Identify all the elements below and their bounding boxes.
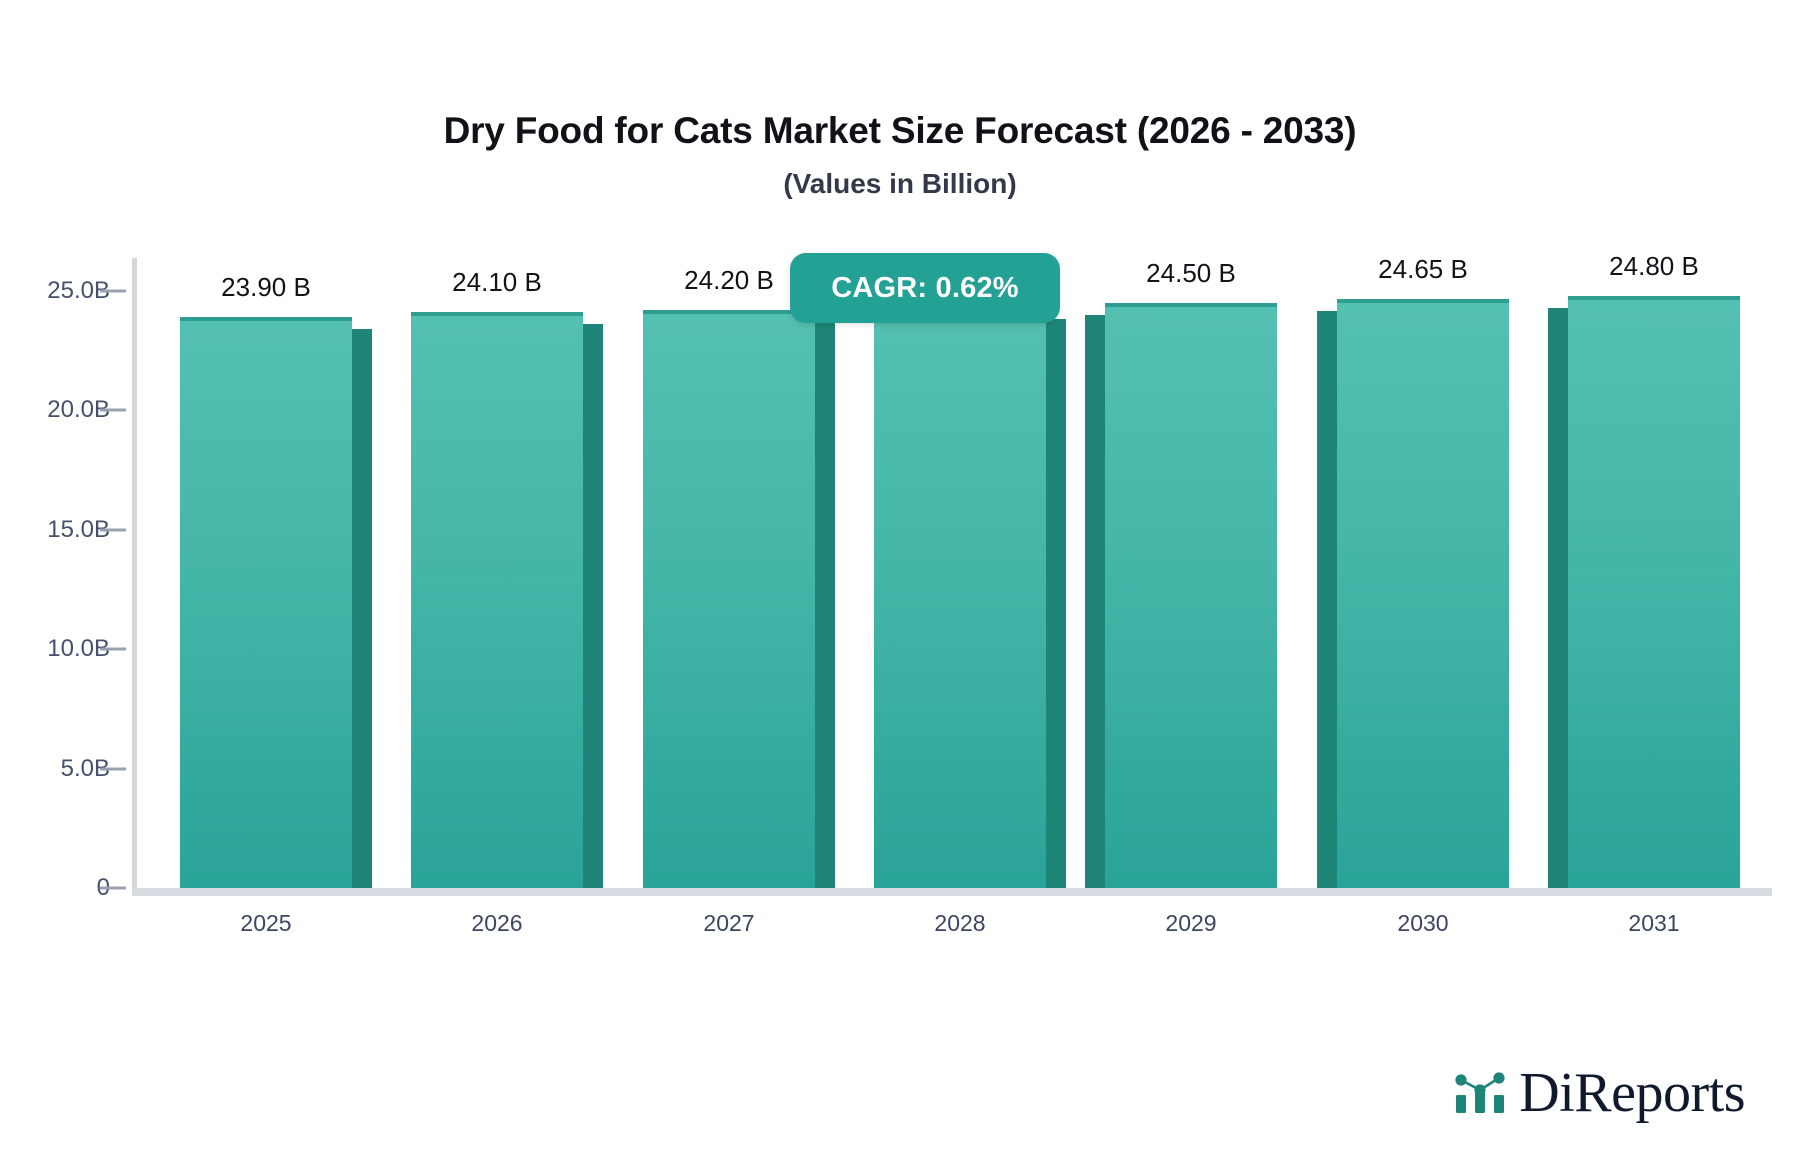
bar-top-edge <box>411 312 583 316</box>
bar-value-label-2031: 24.80 B <box>1609 251 1699 281</box>
bar-top-edge <box>1337 299 1509 303</box>
bar-3d-side <box>1317 311 1337 888</box>
y-axis-tick-4: 5.0B <box>60 754 110 782</box>
bar-top-edge <box>1105 303 1277 307</box>
bar-2031[interactable] <box>1548 296 1740 888</box>
x-axis-line <box>132 888 1772 896</box>
bar-body <box>180 317 352 888</box>
x-axis-label-2027: 2027 <box>703 910 755 936</box>
bar-2025[interactable] <box>180 317 372 888</box>
bar-3d-side <box>352 329 372 888</box>
bar-value-label-2026: 24.10 B <box>452 267 542 297</box>
y-axis-tick-0: 25.0B <box>47 277 110 304</box>
bar-body <box>643 310 815 888</box>
bar-body <box>411 312 583 888</box>
bar-3d-side <box>583 324 603 888</box>
bar-2030[interactable] <box>1317 299 1509 888</box>
x-axis-label-2029: 2029 <box>1165 910 1217 936</box>
x-axis-label-2030: 2030 <box>1397 910 1449 936</box>
x-axis-label-2026: 2026 <box>471 910 523 936</box>
bar-2027[interactable] <box>643 310 835 888</box>
bar-body <box>1105 303 1277 888</box>
bar-value-label-2027: 24.20 B <box>684 265 774 295</box>
y-axis-tick-mark-4 <box>100 767 126 771</box>
y-axis-tick-5: 0 <box>0 874 110 902</box>
bar-chart-dots-icon <box>1455 1072 1505 1113</box>
bar-body <box>1337 299 1509 888</box>
bar-value-label-2025: 23.90 B <box>221 272 311 302</box>
y-axis-tick-2: 15.0B <box>47 515 110 543</box>
bar-body <box>1568 296 1740 888</box>
y-axis-tick-1: 20.0B <box>47 396 110 424</box>
cagr-badge-label: CAGR: 0.62% <box>831 271 1019 304</box>
bar-2028[interactable] <box>874 307 1066 888</box>
bar-top-edge <box>1568 296 1740 300</box>
x-axis-label-2025: 2025 <box>240 910 292 936</box>
bar-body <box>874 307 1046 888</box>
y-axis-tick-mark-1 <box>100 408 126 412</box>
brand-logo-text: DiReports <box>1519 1062 1745 1124</box>
y-axis-tick-mark-2 <box>100 528 126 532</box>
bar-top-edge <box>180 317 352 321</box>
bar-2026[interactable] <box>411 312 603 888</box>
cagr-badge: CAGR: 0.62% <box>790 253 1060 323</box>
bar-3d-side <box>1046 319 1066 888</box>
bar-3d-side <box>1548 308 1568 888</box>
y-axis-tick-mark-3 <box>100 647 126 651</box>
chart-subtitle: (Values in Billion) <box>783 168 1017 199</box>
x-axis-label-2028: 2028 <box>934 910 986 936</box>
y-axis-tick-3: 10.0B <box>47 635 110 663</box>
x-axis-label-2031: 2031 <box>1628 910 1680 936</box>
y-axis-line <box>132 258 137 888</box>
bar-top-edge <box>643 310 815 314</box>
bar-3d-side <box>1085 315 1105 888</box>
bar-value-label-2029: 24.50 B <box>1146 258 1236 288</box>
y-axis-tick-mark-0 <box>100 289 126 293</box>
bar-3d-side <box>815 322 835 888</box>
brand-logo: DiReports <box>1453 1065 1745 1121</box>
y-axis-tick-mark-5 <box>100 886 126 890</box>
bar-value-label-2030: 24.65 B <box>1378 254 1468 284</box>
bar-2029[interactable] <box>1085 303 1277 888</box>
chart-title: Dry Food for Cats Market Size Forecast (… <box>443 110 1357 151</box>
